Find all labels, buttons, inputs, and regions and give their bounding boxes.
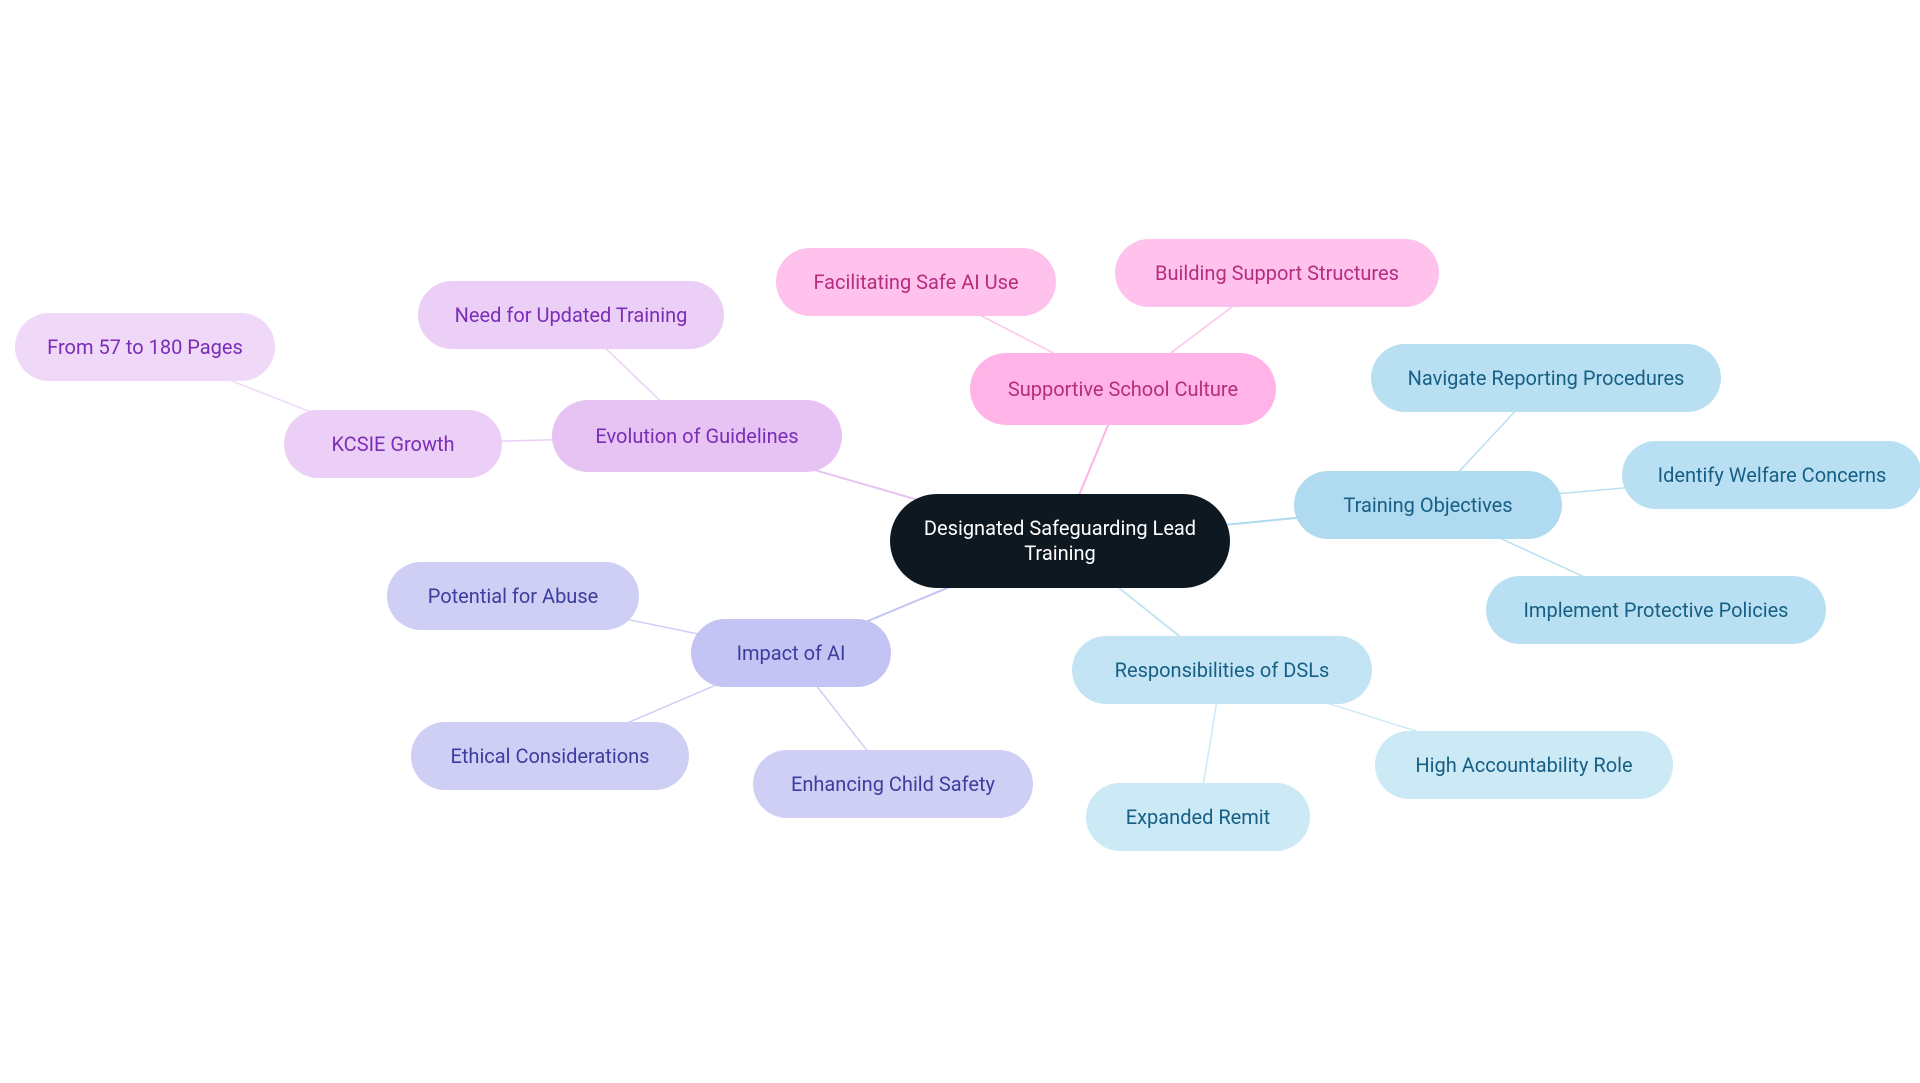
mindmap-node: Implement Protective Policies [1486, 576, 1826, 644]
mindmap-node: Navigate Reporting Procedures [1371, 344, 1721, 412]
node-label: KCSIE Growth [331, 432, 454, 457]
node-label: Training Objectives [1343, 493, 1512, 518]
edge [1459, 411, 1515, 471]
edge [605, 348, 660, 401]
node-label: Supportive School Culture [1008, 377, 1238, 402]
node-label: High Accountability Role [1415, 753, 1632, 778]
edge [1555, 487, 1632, 494]
mindmap-node: Training Objectives [1294, 471, 1562, 539]
node-label: Designated Safeguarding Lead Training [924, 516, 1196, 566]
edge [976, 313, 1060, 356]
mindmap-node: High Accountability Role [1375, 731, 1673, 799]
edge [1493, 535, 1589, 579]
node-label: Navigate Reporting Procedures [1408, 366, 1685, 391]
node-label: From 57 to 180 Pages [47, 335, 243, 360]
node-label: Impact of AI [737, 641, 846, 666]
edge [1169, 306, 1234, 355]
mindmap-node: Evolution of Guidelines [552, 400, 842, 472]
mindmap-stage: Designated Safeguarding Lead Training Tra… [0, 0, 1920, 1083]
mindmap-node: Ethical Considerations [411, 722, 689, 790]
mindmap-node: Potential for Abuse [387, 562, 639, 630]
node-label: Expanded Remit [1126, 805, 1270, 830]
node-label: Responsibilities of DSLs [1115, 658, 1330, 683]
node-label: Enhancing Child Safety [791, 772, 995, 797]
edge [1204, 704, 1217, 783]
edge [1116, 585, 1181, 637]
node-label: Identify Welfare Concerns [1658, 463, 1887, 488]
node-label: Implement Protective Policies [1523, 598, 1788, 623]
mindmap-node: Building Support Structures [1115, 239, 1439, 307]
node-label: Potential for Abuse [428, 584, 599, 609]
edge [619, 680, 729, 727]
mindmap-node: From 57 to 180 Pages [15, 313, 275, 381]
mindmap-node: Facilitating Safe AI Use [776, 248, 1056, 316]
node-label: Facilitating Safe AI Use [813, 270, 1018, 295]
edge [502, 440, 553, 441]
edge [1079, 425, 1108, 494]
node-label: Ethical Considerations [451, 744, 650, 769]
node-label: Need for Updated Training [455, 303, 688, 328]
node-label: Evolution of Guidelines [595, 424, 798, 449]
root-node: Designated Safeguarding Lead Training [890, 494, 1230, 588]
mindmap-node: Expanded Remit [1086, 783, 1310, 851]
mindmap-node: Supportive School Culture [970, 353, 1276, 425]
edge [1220, 517, 1303, 525]
mindmap-node: Identify Welfare Concerns [1622, 441, 1920, 509]
mindmap-node: Enhancing Child Safety [753, 750, 1033, 818]
edge [817, 686, 867, 751]
mindmap-node: KCSIE Growth [284, 410, 502, 478]
mindmap-node: Need for Updated Training [418, 281, 724, 349]
mindmap-node: Responsibilities of DSLs [1072, 636, 1372, 704]
mindmap-node: Impact of AI [691, 619, 891, 687]
node-label: Building Support Structures [1155, 261, 1399, 286]
